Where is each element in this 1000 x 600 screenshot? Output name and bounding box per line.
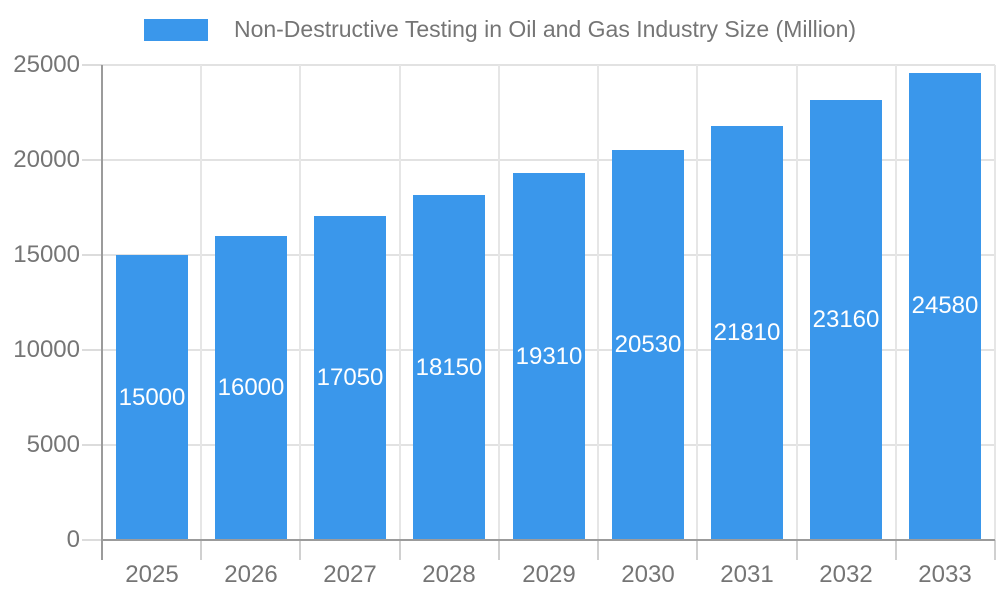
x-gridline <box>399 65 401 540</box>
x-axis-tick <box>200 540 202 560</box>
x-axis-tick <box>796 540 798 560</box>
x-axis-tick-label: 2027 <box>323 561 377 588</box>
bar-value-label: 23160 <box>812 306 880 333</box>
bar <box>810 100 882 540</box>
legend[interactable]: Non-Destructive Testing in Oil and Gas I… <box>0 16 1000 43</box>
x-axis-tick <box>399 540 401 560</box>
x-gridline <box>994 65 996 540</box>
bar <box>612 150 684 540</box>
bar-value-label: 18150 <box>415 354 483 381</box>
bar <box>413 195 485 540</box>
x-axis-tick <box>895 540 897 560</box>
bar <box>711 126 783 540</box>
y-axis-tick-label: 20000 <box>13 146 80 173</box>
y-axis-tick <box>82 64 102 66</box>
x-gridline <box>796 65 798 540</box>
y-axis-tick-label: 0 <box>66 526 80 553</box>
x-axis-tick-label: 2033 <box>918 561 972 588</box>
bar-value-label: 17050 <box>316 364 384 391</box>
bar <box>513 173 585 540</box>
x-gridline <box>498 65 500 540</box>
x-gridline <box>895 65 897 540</box>
y-axis-tick-label: 15000 <box>13 241 80 268</box>
y-axis-line <box>101 65 103 560</box>
x-axis-tick <box>498 540 500 560</box>
y-axis-tick <box>82 254 102 256</box>
legend-swatch <box>143 18 208 41</box>
bar-value-label: 20530 <box>614 331 682 358</box>
y-axis-tick-label: 10000 <box>13 336 80 363</box>
bar-value-label: 21810 <box>713 319 781 346</box>
x-axis-tick-label: 2030 <box>621 561 675 588</box>
bar <box>909 73 981 540</box>
x-axis-tick <box>597 540 599 560</box>
x-axis-line <box>101 539 995 541</box>
bar-value-label: 15000 <box>118 384 186 411</box>
bar <box>314 216 386 540</box>
x-axis-tick-label: 2025 <box>125 561 179 588</box>
y-axis-tick-label: 5000 <box>26 431 80 458</box>
x-axis-tick <box>994 540 996 560</box>
x-gridline <box>696 65 698 540</box>
x-gridline <box>299 65 301 540</box>
bar-value-label: 16000 <box>217 374 285 401</box>
bar-value-label: 24580 <box>911 292 979 319</box>
x-axis-tick-label: 2031 <box>720 561 774 588</box>
y-gridline <box>102 64 995 66</box>
x-gridline <box>597 65 599 540</box>
legend-series-label: Non-Destructive Testing in Oil and Gas I… <box>233 16 857 42</box>
x-axis-tick-label: 2028 <box>422 561 476 588</box>
bar <box>215 236 287 540</box>
bar <box>116 255 188 540</box>
bar-value-label: 19310 <box>515 343 583 370</box>
y-axis-tick-label: 25000 <box>13 51 80 78</box>
y-axis-tick <box>82 444 102 446</box>
y-axis-tick <box>82 539 102 541</box>
x-axis-tick <box>299 540 301 560</box>
x-axis-tick-label: 2029 <box>522 561 576 588</box>
x-axis-tick <box>696 540 698 560</box>
x-axis-tick-label: 2032 <box>819 561 873 588</box>
x-gridline <box>200 65 202 540</box>
x-axis-tick-label: 2026 <box>224 561 278 588</box>
y-axis-tick <box>82 159 102 161</box>
y-axis-tick <box>82 349 102 351</box>
y-gridline <box>102 159 995 161</box>
